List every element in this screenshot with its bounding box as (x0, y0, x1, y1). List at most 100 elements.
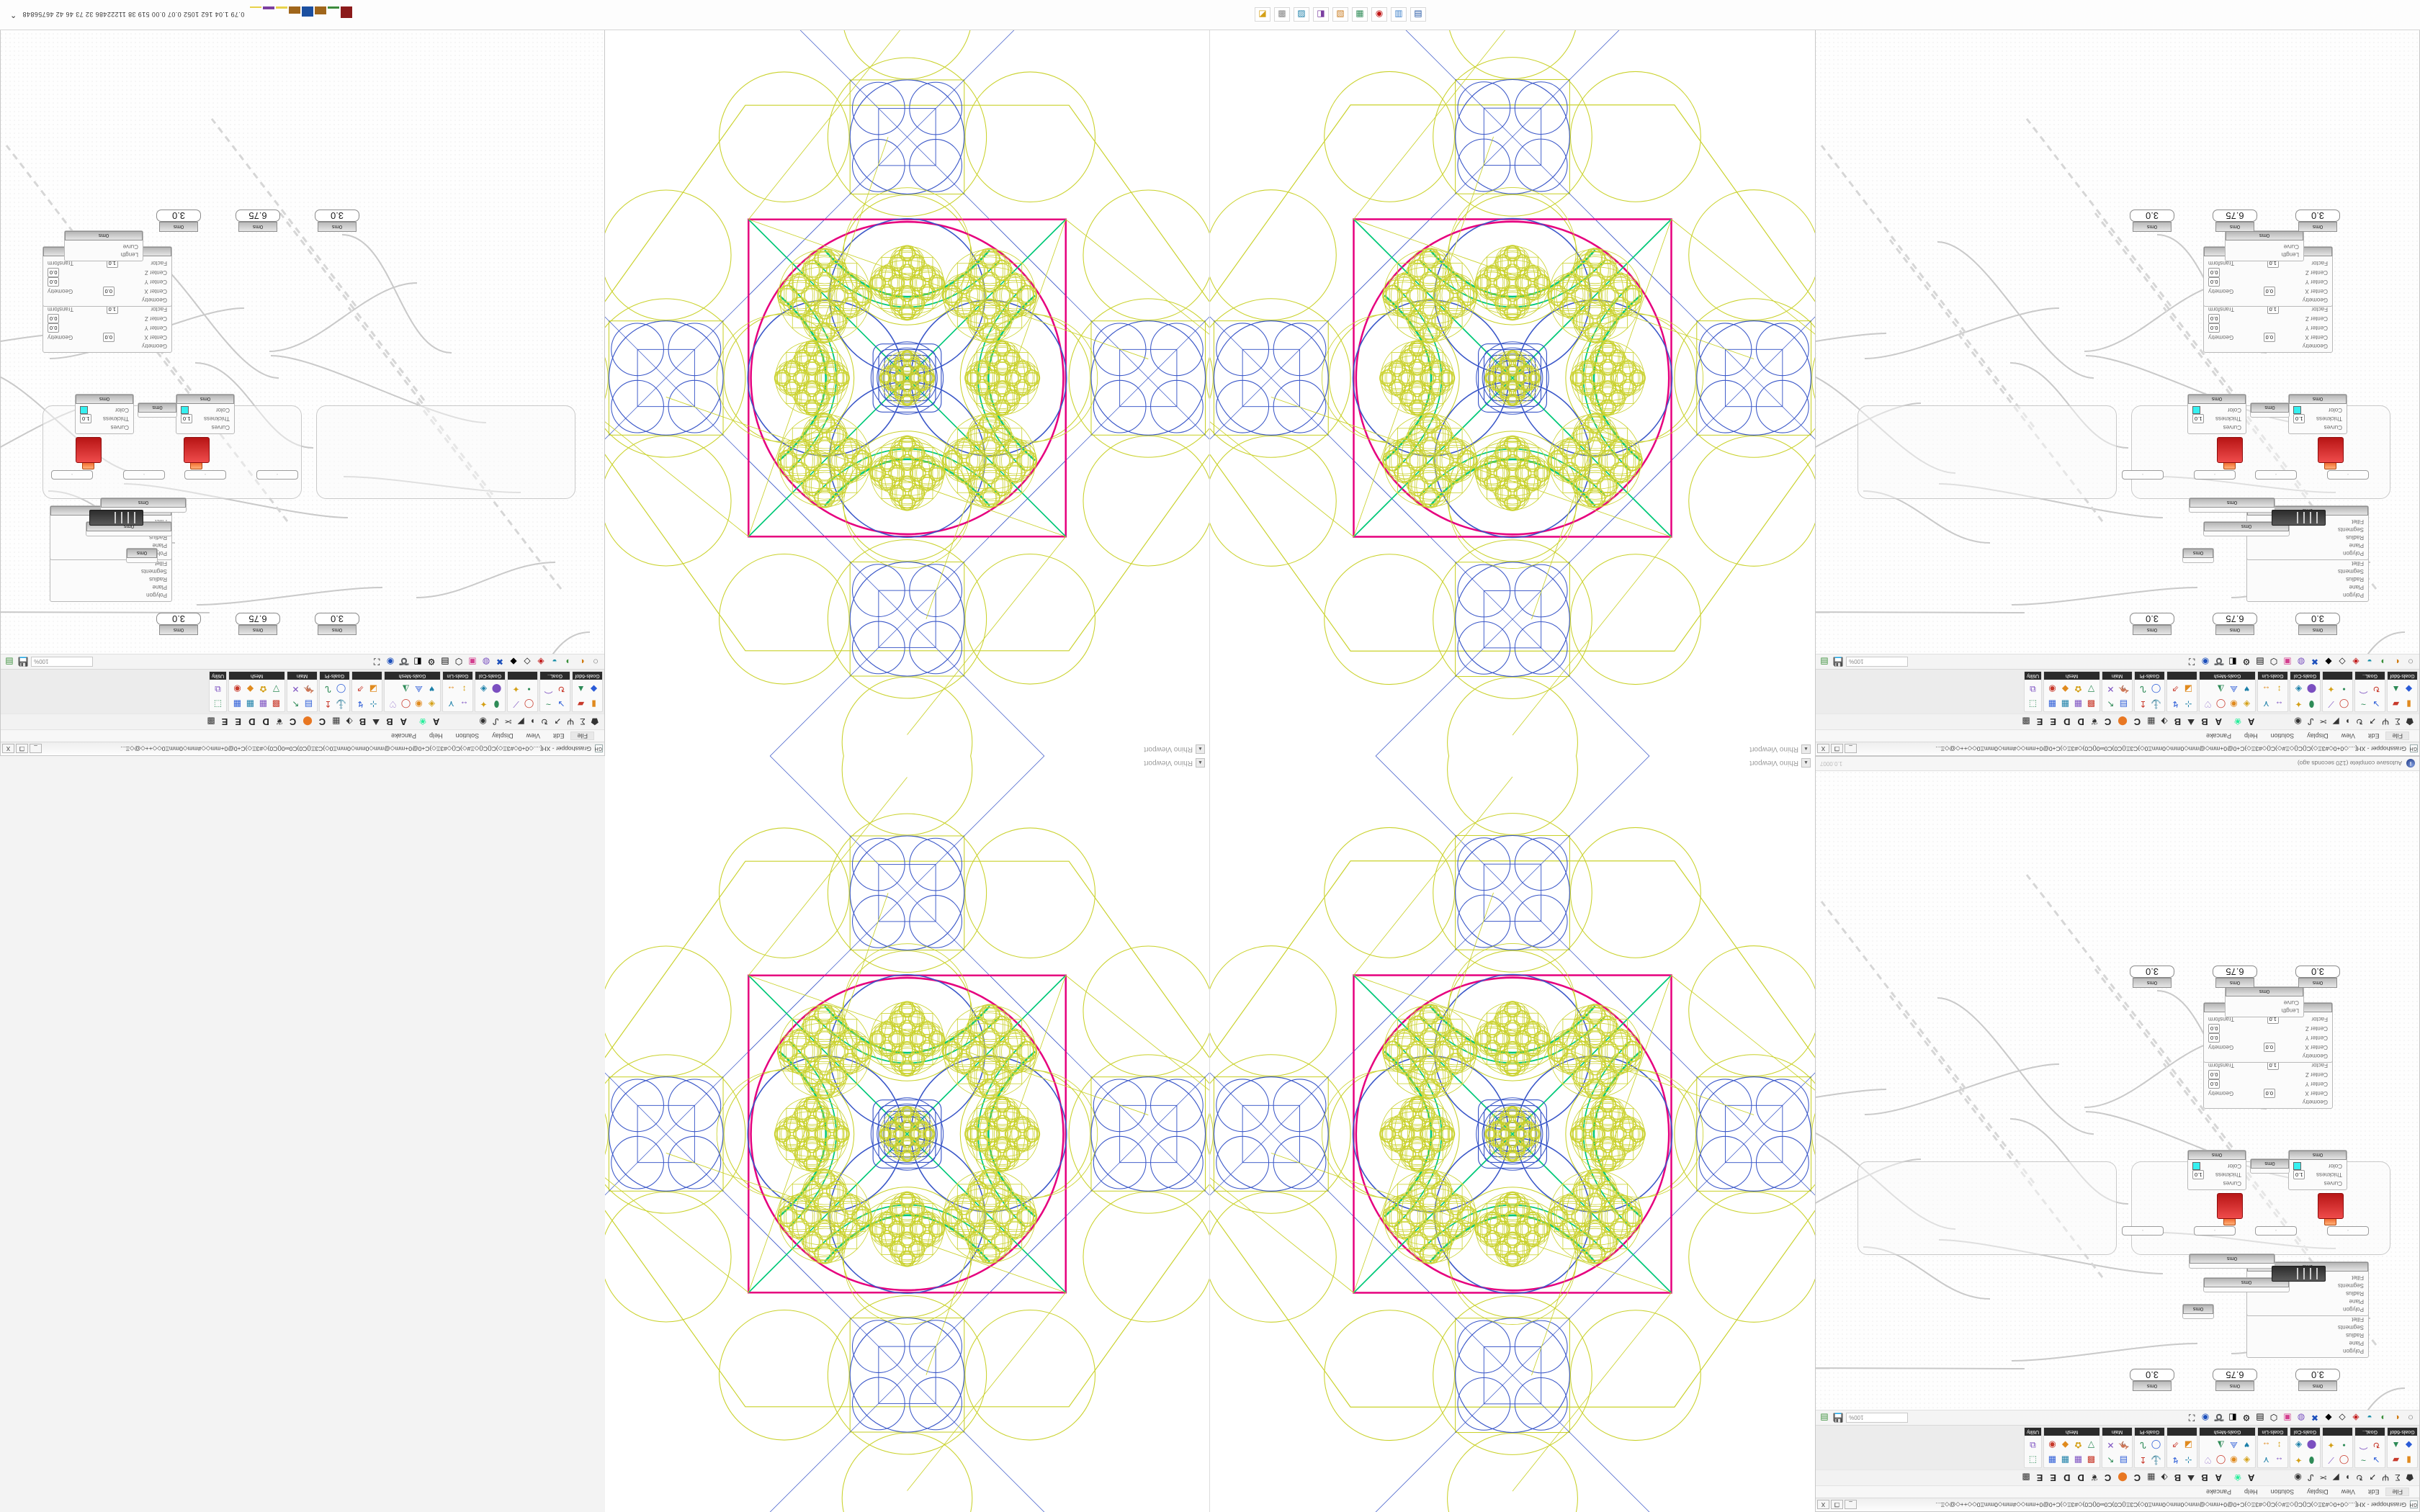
ribbon-group-mesh[interactable]: ▩ ▽ ▦ ✿ ▦ ◆ ▦ ◉ Mesh (2043, 671, 2100, 712)
number-slider[interactable]: 3.0 (2130, 613, 2174, 625)
component-icon[interactable]: ✦ (2327, 684, 2335, 695)
param-value[interactable]: 0.0 (2208, 323, 2220, 333)
cat-glyph-bird-icon[interactable]: ❦ (275, 716, 283, 727)
component-icon[interactable]: ✦ (512, 684, 520, 695)
component-icon[interactable]: ⬮ (493, 699, 500, 709)
surface-icon[interactable]: ◗ (2344, 1472, 2350, 1483)
ribbon-icons[interactable]: ▩ ▽ ▦ ✿ ▦ ◆ ▦ ◉ (229, 680, 284, 711)
component-param[interactable]: Color (2192, 406, 2241, 414)
ribbon-tab-label[interactable]: Goals-Mesh (385, 672, 440, 680)
sets-icon[interactable]: Ψ (567, 716, 575, 727)
number-slider[interactable]: 3.0 (2295, 613, 2340, 625)
ribbon-icons[interactable]: ▮ ◆ ▰ ▲ (2388, 1436, 2417, 1467)
component-param[interactable]: Center X 0.0 Geometry (2208, 1043, 2328, 1052)
menu-item-help[interactable]: Help (429, 732, 443, 739)
component-icon[interactable]: ⚓ (2151, 1455, 2161, 1465)
ribbon-icons[interactable]: ◈ ♥ ◉ ⟁ ◯ ◮ ♡ (2200, 680, 2255, 711)
node-canvas-2[interactable]: 0ms 3.0 0ms 6.75 0ms 3.0 Polygon Plane Radius Seg… (1816, 15, 2419, 654)
ribbon-icons[interactable]: ⊹ ◪ ↯ ⇗ (2167, 680, 2197, 711)
component-icon[interactable]: ◯ (2215, 1455, 2226, 1465)
cat-letter-c2[interactable]: C (289, 716, 297, 727)
param-pill[interactable]: · (2327, 470, 2369, 480)
component-icon[interactable]: ◯ (2215, 699, 2226, 709)
window-controls-3[interactable]: _ ❐ X (2, 744, 42, 754)
cat-glyph-shield-icon[interactable]: ⬗ (2161, 716, 2168, 727)
component-param[interactable]: Thickness 1.0 (2192, 414, 2241, 423)
component-icon[interactable]: ◯ (2339, 699, 2349, 709)
rhino-viewport-3[interactable]: ▴ Rhino Viewport (1210, 0, 1815, 756)
number-slider[interactable]: 3.0 (156, 210, 201, 222)
menu-item-solution[interactable]: Solution (455, 732, 480, 739)
params-icon[interactable]: ⬟ (2406, 716, 2414, 727)
zoom-extents-icon[interactable]: ◌ (2408, 657, 2414, 667)
ribbon-tab-label[interactable]: Goals-Mesh (2200, 1428, 2255, 1436)
cat-glyph-disc-icon[interactable]: ⬤ (2118, 1472, 2128, 1483)
component-icon[interactable]: ▮ (2406, 699, 2411, 709)
menu-item-view[interactable]: View (526, 732, 540, 739)
ribbon-icons[interactable]: ▩ ▽ ▦ ✿ ▦ ◆ ▦ ◉ (2044, 680, 2099, 711)
component-icon[interactable]: ✦ (480, 699, 488, 709)
gh-component[interactable]: 0ms (126, 548, 158, 563)
preview-shaded-icon[interactable]: ◐ (2394, 657, 2400, 667)
taskbar-app-icon[interactable]: ▧ (1332, 7, 1348, 22)
ribbon-tab-label[interactable]: Utility (210, 672, 226, 680)
sketch-icon[interactable]: ▣ (468, 657, 477, 667)
cat-glyph-mountain-icon[interactable]: ⛰ (2187, 717, 2195, 727)
menu-item-pancake[interactable]: Pancake (2206, 1488, 2232, 1495)
component-icon[interactable]: ↔ (2262, 684, 2271, 695)
cat-letter-c1[interactable]: C (318, 716, 326, 727)
component-group[interactable] (1857, 405, 2117, 499)
viewport-divider-v[interactable] (1209, 756, 1210, 1512)
component-icon[interactable]: ~ (2361, 1455, 2367, 1465)
component-param[interactable]: Plane (2349, 584, 2364, 590)
component-icon[interactable]: ↔ (460, 699, 469, 709)
component-icon[interactable]: ▦ (259, 699, 268, 709)
cat-glyph-grid-icon[interactable]: ▦ (2147, 1472, 2156, 1483)
category-strip-3[interactable]: ⬟ Σ Ψ ➚ ↻ ◗ ◤ ✂ ᔑ ◉ A ❀ A B ⛰ B ⬗ ▦ C (1, 714, 604, 729)
param-value[interactable]: 1.0 (2293, 414, 2305, 423)
component-icon[interactable]: ↘ (557, 699, 565, 709)
component-icon[interactable]: ◆ (590, 684, 598, 695)
component-param[interactable]: Curve (122, 243, 138, 250)
taskbar-app-icon[interactable]: ▦ (1352, 7, 1368, 22)
number-slider[interactable]: 3.0 (2295, 210, 2340, 222)
component-icon[interactable]: ⊹ (2184, 1455, 2192, 1465)
cat-glyph-bird-icon[interactable]: ❦ (2090, 1472, 2098, 1483)
component-icon[interactable]: ◆ (246, 684, 254, 695)
settings-icon[interactable]: ⚙ (427, 657, 436, 667)
remote-panel-icon[interactable]: ⬡ (2269, 1413, 2278, 1423)
component-icon[interactable]: ⟋ (2328, 699, 2334, 709)
menu-item-display[interactable]: Display (492, 732, 514, 739)
kangaroo-solver-component[interactable] (2318, 1193, 2344, 1219)
ribbon-tab-label[interactable]: Goals-Lin (443, 672, 472, 680)
component-icon[interactable]: ▦ (246, 699, 255, 709)
sets-icon[interactable]: Ψ (2382, 1472, 2390, 1483)
cat-letter-d1[interactable]: D (2077, 1472, 2084, 1483)
cat-glyph-disc-icon[interactable]: ⬤ (302, 716, 313, 727)
component-icon[interactable]: ⊹ (369, 699, 377, 709)
color-swatch[interactable] (2192, 1162, 2200, 1170)
param-value[interactable]: 0.0 (2208, 314, 2220, 323)
component-icon[interactable]: ◯ (400, 699, 411, 709)
taskbar[interactable]: ▤ ▥ ◉ ▦ ▧ ◧ ▨ ▩ ◩ 0.79 1.04 162 1052 0.07 0.00 5… (0, 0, 2420, 30)
color-swatch[interactable] (2293, 406, 2301, 414)
canvas-toolbar-2[interactable]: ◌ ◐ ◑ ◒ ◈ ◇ ◆ ✖ ◍ ▣ ⬡ ▤ ⚙ ◧ ➰ ◉ ⛶ 100% 💾… (1816, 654, 2419, 669)
ribbon-icons[interactable]: ▮ ◆ ▰ ▲ (2388, 680, 2417, 711)
ribbon-icons[interactable]: ↘ ↻ ~ ⌒ (2355, 1436, 2385, 1467)
zoom-level-input-2[interactable]: 100% (1846, 657, 1908, 667)
ribbon-group-utility[interactable]: ⬚ ⧉ Utility (2024, 1427, 2042, 1468)
component-icon[interactable]: ▰ (577, 699, 585, 709)
profiler-icon[interactable]: ◍ (2297, 1413, 2305, 1423)
component-icon[interactable]: ↥ (2139, 1455, 2147, 1465)
component-icon[interactable]: ◯ (2151, 1440, 2161, 1451)
component-icon[interactable]: ◯ (336, 684, 346, 695)
component-icon[interactable]: • (527, 684, 531, 695)
ribbon-tab-label[interactable]: Goals-Col (475, 672, 505, 680)
gh-component[interactable]: Curves Thickness 1.0 Color 0ms (2187, 1150, 2246, 1190)
settings-icon[interactable]: ⚙ (2242, 1413, 2251, 1423)
component-icon[interactable]: ⇗ (2172, 684, 2179, 695)
taskbar-app-icon[interactable]: ◩ (1255, 7, 1270, 22)
component-param[interactable]: Segments (140, 568, 167, 575)
sets-icon[interactable]: Ψ (2382, 716, 2390, 727)
component-param[interactable]: Center Z 0.0 (2208, 268, 2328, 277)
